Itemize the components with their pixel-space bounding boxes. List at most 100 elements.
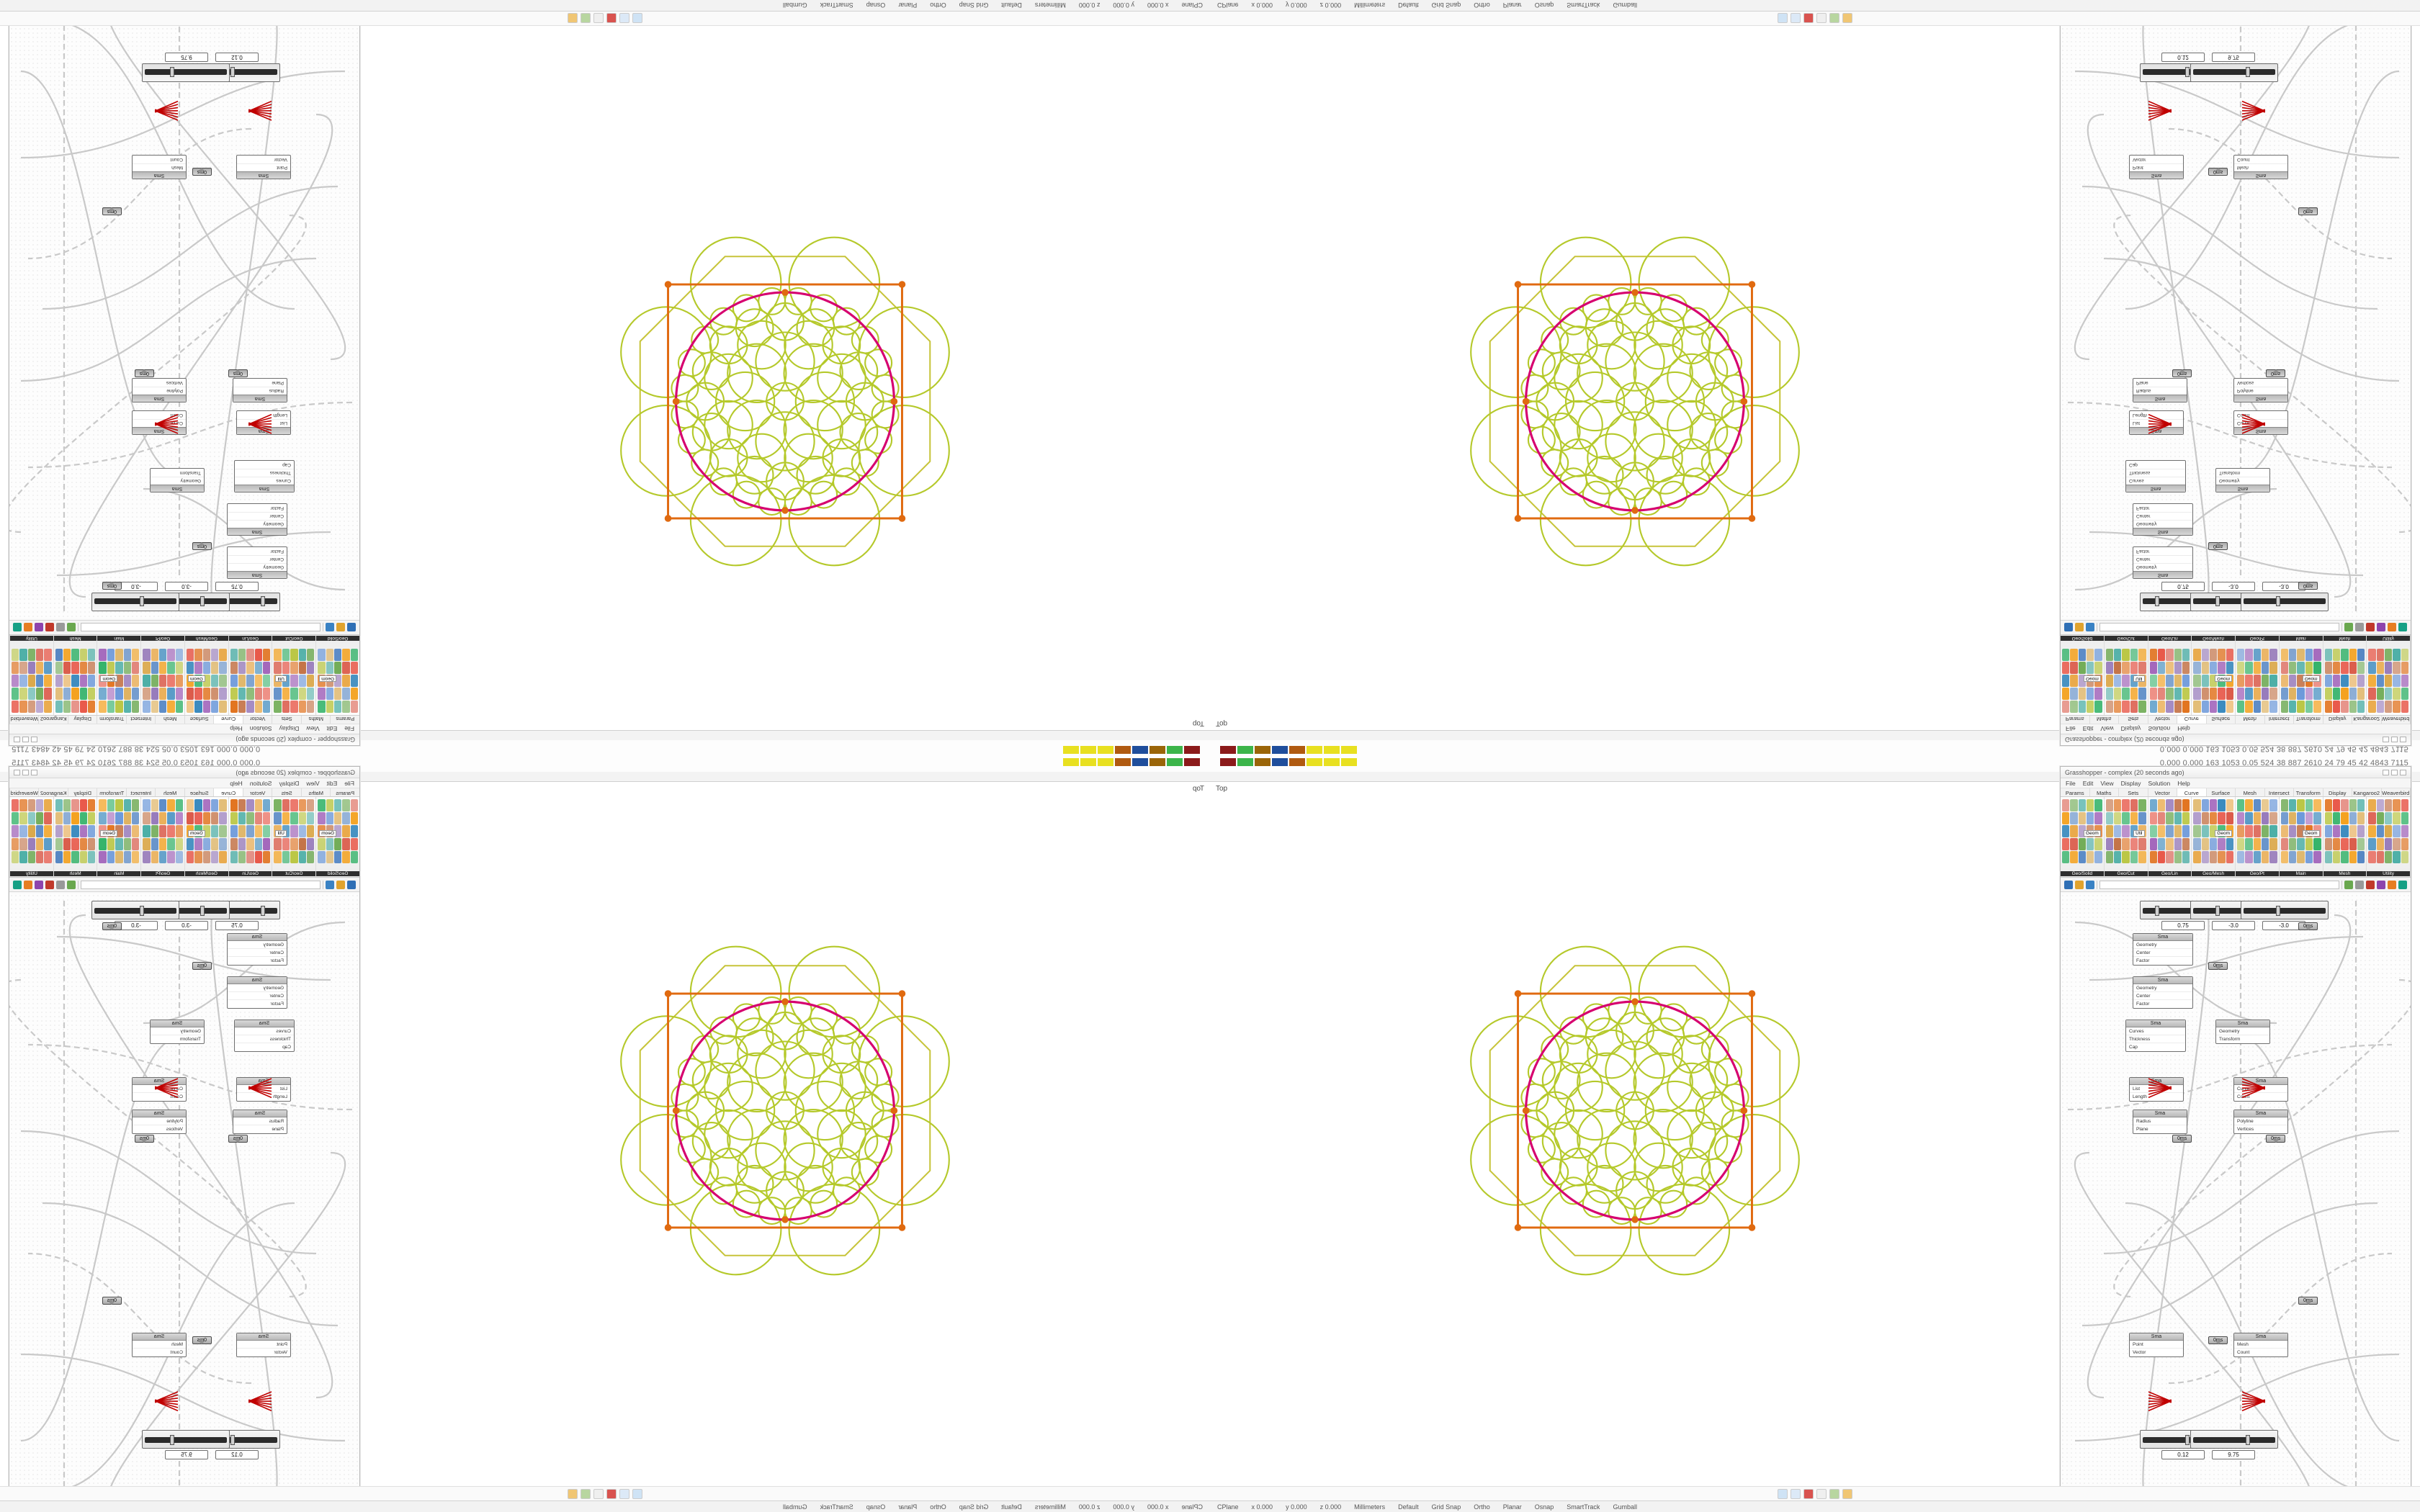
help-icon[interactable]	[568, 1488, 578, 1499]
component-icon[interactable]	[44, 799, 52, 811]
slider-handle[interactable]	[140, 596, 144, 606]
slider-handle[interactable]	[2155, 596, 2159, 606]
save-icon[interactable]	[2086, 623, 2094, 632]
component-icon[interactable]	[2349, 812, 2357, 824]
component-icon[interactable]	[2341, 688, 2349, 700]
component-icon[interactable]	[2226, 688, 2233, 700]
component-icon[interactable]	[2193, 799, 2201, 811]
layer-icon[interactable]	[632, 1488, 642, 1499]
component-2[interactable]: Sma Curves Thickness Cap	[234, 460, 295, 492]
component-icon[interactable]	[202, 851, 211, 863]
ribbon-group-util[interactable]: Utility	[2367, 635, 2411, 715]
rhino-bottom-toolbar[interactable]	[0, 12, 1210, 26]
component-icon[interactable]	[2357, 799, 2365, 811]
ribbon-group-maths[interactable]: Util Geo/Cut	[2104, 635, 2148, 715]
component-icon[interactable]	[298, 662, 306, 674]
component-icon[interactable]	[2269, 851, 2277, 863]
component-icon[interactable]	[290, 799, 298, 811]
close-icon[interactable]	[2400, 737, 2406, 743]
component-icon[interactable]	[2138, 838, 2146, 850]
component-icon[interactable]	[2357, 649, 2365, 661]
component-icon[interactable]	[151, 675, 158, 687]
component-3[interactable]: Sma Geometry Transform	[2215, 468, 2270, 492]
new-file-icon[interactable]	[347, 880, 356, 889]
component-0[interactable]: Sma Geometry Center Factor	[227, 546, 287, 579]
component-icon[interactable]	[2218, 851, 2226, 863]
component-port[interactable]: Point	[2130, 163, 2183, 171]
component-icon[interactable]	[99, 851, 107, 863]
grid-icon[interactable]	[581, 1488, 591, 1499]
component-icon[interactable]	[2070, 688, 2078, 700]
component-icon[interactable]	[219, 649, 227, 661]
component-port[interactable]: Thickness	[235, 1035, 294, 1043]
component-icon[interactable]	[2122, 675, 2130, 687]
component-icon[interactable]	[71, 799, 79, 811]
component-icon[interactable]	[2114, 825, 2122, 837]
minimize-icon[interactable]	[2383, 769, 2389, 775]
slider-handle[interactable]	[170, 67, 174, 77]
cluster-icon[interactable]	[35, 623, 43, 632]
slider-track[interactable]	[94, 908, 176, 914]
component-icon[interactable]	[151, 662, 158, 674]
component-icon[interactable]	[2094, 851, 2102, 863]
component-icon[interactable]	[2297, 812, 2305, 824]
component-icon[interactable]	[333, 851, 342, 863]
component-icon[interactable]	[63, 799, 71, 811]
component-icon[interactable]	[2253, 688, 2262, 700]
ribbon-tab-mesh[interactable]: Mesh	[155, 716, 184, 724]
component-icon[interactable]	[2105, 825, 2114, 837]
component-1[interactable]: Sma Geometry Center Factor	[2133, 976, 2193, 1009]
component-icon[interactable]	[2237, 851, 2245, 863]
window-buttons[interactable]	[14, 769, 37, 775]
component-icon[interactable]	[2087, 688, 2094, 700]
component-port[interactable]: Mesh	[133, 1341, 186, 1349]
component-icon[interactable]	[107, 851, 115, 863]
component-icon[interactable]	[219, 662, 227, 674]
component-icon[interactable]	[2105, 688, 2114, 700]
grasshopper-titlebar[interactable]: Grasshopper - complex (20 seconds ago)	[9, 734, 359, 745]
component-icon[interactable]	[158, 675, 167, 687]
component-icon[interactable]	[2174, 851, 2182, 863]
ribbon-tab-sets[interactable]: Sets	[272, 716, 301, 724]
component-icon[interactable]	[2166, 675, 2174, 687]
document-path-field[interactable]	[2099, 623, 2339, 632]
component-icon[interactable]	[2157, 812, 2166, 824]
component-icon[interactable]	[88, 688, 96, 700]
rhino-bottom-toolbar[interactable]	[1210, 12, 2420, 26]
component-icon[interactable]	[2280, 662, 2289, 674]
component-icon[interactable]	[2193, 701, 2201, 713]
component-icon[interactable]	[63, 649, 71, 661]
component-icon[interactable]	[2393, 701, 2401, 713]
render-icon[interactable]	[1803, 1488, 1814, 1499]
component-icon[interactable]	[326, 662, 333, 674]
component-icon[interactable]	[27, 649, 36, 661]
component-icon[interactable]	[2094, 662, 2102, 674]
component-port[interactable]: Geometry	[228, 941, 287, 949]
component-icon[interactable]	[79, 825, 88, 837]
slider-track[interactable]	[2193, 1437, 2275, 1443]
component-icon[interactable]	[88, 838, 96, 850]
component-icon[interactable]	[2349, 851, 2357, 863]
status-gridsnap[interactable]: Grid Snap	[959, 1, 989, 9]
component-icon[interactable]	[2289, 649, 2297, 661]
grasshopper-canvas-wrap[interactable]: 0.75 -3.0 -3.0 0.12 9.75 Sma Geometry Center Fac…	[9, 894, 359, 1500]
preview-icon[interactable]	[2344, 880, 2353, 889]
component-icon[interactable]	[254, 662, 263, 674]
ribbon-group-util[interactable]: Utility	[9, 635, 53, 715]
ribbon-group-vector[interactable]: Geom Geo/Mesh	[2192, 635, 2236, 715]
component-icon[interactable]	[2130, 851, 2138, 863]
component-icon[interactable]	[246, 649, 254, 661]
component-icon[interactable]	[2087, 838, 2094, 850]
component-icon[interactable]	[2078, 812, 2087, 824]
component-port[interactable]: Center	[2133, 512, 2192, 520]
component-icon[interactable]	[2262, 675, 2269, 687]
component-icon[interactable]	[298, 812, 306, 824]
component-icon[interactable]	[131, 649, 140, 661]
component-icon[interactable]	[2368, 688, 2376, 700]
component-port[interactable]: Radius	[2133, 387, 2187, 395]
component-icon[interactable]	[2393, 649, 2401, 661]
component-port[interactable]: Length	[2133, 1094, 2147, 1099]
component-icon[interactable]	[2209, 838, 2218, 850]
component-icon[interactable]	[2313, 662, 2321, 674]
component-icon[interactable]	[318, 838, 326, 850]
